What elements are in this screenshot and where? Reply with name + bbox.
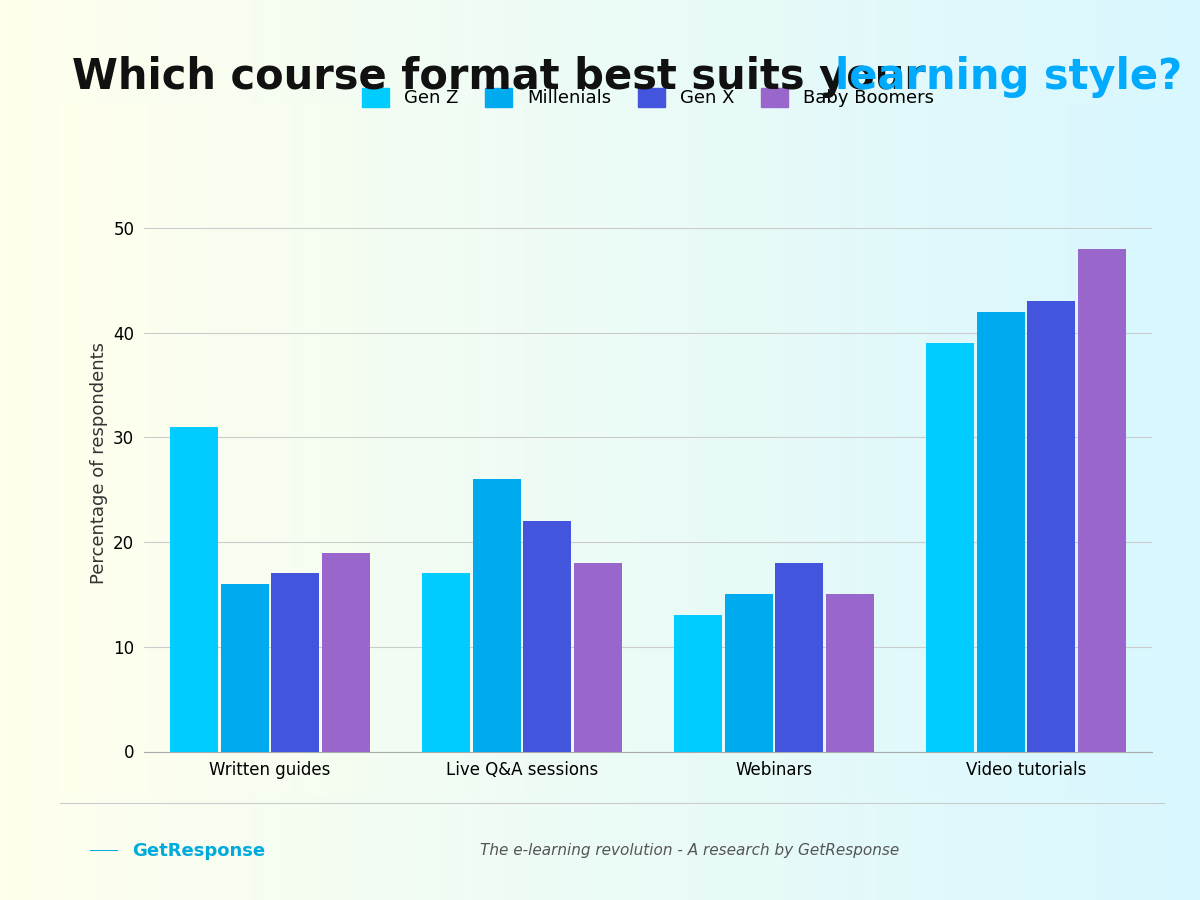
Text: GetResponse: GetResponse bbox=[132, 842, 265, 859]
Bar bbox=[674, 616, 722, 752]
Y-axis label: Percentage of respondents: Percentage of respondents bbox=[90, 343, 108, 584]
Legend: Gen Z, Millenials, Gen X, Baby Boomers: Gen Z, Millenials, Gen X, Baby Boomers bbox=[355, 81, 941, 114]
Bar bbox=[574, 563, 622, 752]
Bar bbox=[926, 343, 974, 752]
Bar bbox=[523, 521, 571, 751]
Bar bbox=[775, 563, 823, 752]
FancyBboxPatch shape bbox=[90, 850, 118, 851]
Bar bbox=[1027, 302, 1075, 752]
Bar bbox=[1078, 248, 1126, 752]
Text: The e-learning revolution - A research by GetResponse: The e-learning revolution - A research b… bbox=[480, 843, 899, 858]
Bar bbox=[725, 594, 773, 752]
Bar bbox=[826, 594, 874, 752]
Text: learning style?: learning style? bbox=[835, 56, 1182, 97]
Bar bbox=[422, 573, 470, 751]
Bar bbox=[271, 573, 319, 751]
Bar bbox=[977, 311, 1025, 752]
Bar bbox=[473, 479, 521, 752]
Bar bbox=[221, 584, 269, 752]
Bar bbox=[322, 553, 370, 752]
Bar bbox=[170, 427, 218, 752]
Text: Which course format best suits your: Which course format best suits your bbox=[72, 56, 940, 97]
